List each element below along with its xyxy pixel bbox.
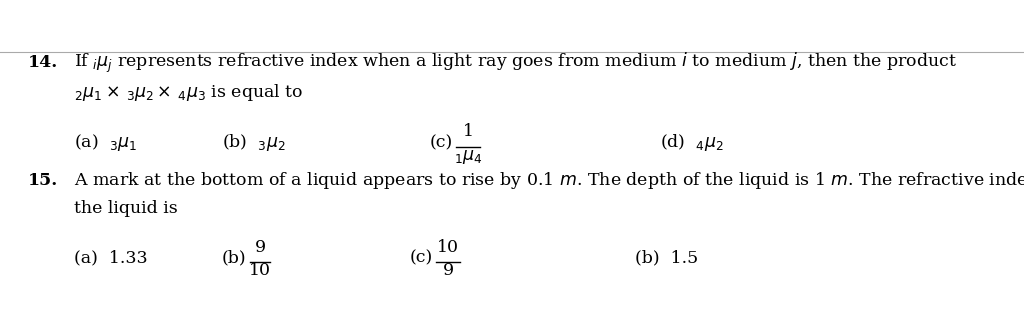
- Text: (a)  1.33: (a) 1.33: [74, 249, 147, 266]
- Text: (b)  $_{3}\mu_{2}$: (b) $_{3}\mu_{2}$: [222, 132, 286, 153]
- Text: $_{1}\mu_{4}$: $_{1}\mu_{4}$: [454, 148, 482, 166]
- Text: 10: 10: [249, 262, 271, 279]
- Text: 15.: 15.: [28, 172, 58, 189]
- Text: (a)  $_{3}\mu_{1}$: (a) $_{3}\mu_{1}$: [74, 132, 137, 153]
- Text: A mark at the bottom of a liquid appears to rise by 0.1 $m$. The depth of the li: A mark at the bottom of a liquid appears…: [74, 170, 1024, 191]
- Text: $_{2}\mu_{1}\times\,_{3}\mu_{2}\times\,_{4}\mu_{3}$ is equal to: $_{2}\mu_{1}\times\,_{3}\mu_{2}\times\,_…: [74, 82, 303, 103]
- Text: the liquid is: the liquid is: [74, 200, 178, 217]
- Text: 9: 9: [442, 262, 454, 279]
- Text: 1: 1: [463, 124, 473, 141]
- Text: 9: 9: [254, 239, 265, 256]
- Text: (c): (c): [430, 134, 454, 151]
- Text: (c): (c): [410, 249, 433, 266]
- Text: (b)  1.5: (b) 1.5: [635, 249, 698, 266]
- Text: If $_{i}\mu_{j}$ represents refractive index when a light ray goes from medium $: If $_{i}\mu_{j}$ represents refractive i…: [74, 51, 957, 75]
- Text: (b): (b): [222, 249, 247, 266]
- Text: 14.: 14.: [28, 54, 58, 71]
- Text: 10: 10: [437, 239, 459, 256]
- Text: (d)  $_{4}\mu_{2}$: (d) $_{4}\mu_{2}$: [660, 132, 724, 153]
